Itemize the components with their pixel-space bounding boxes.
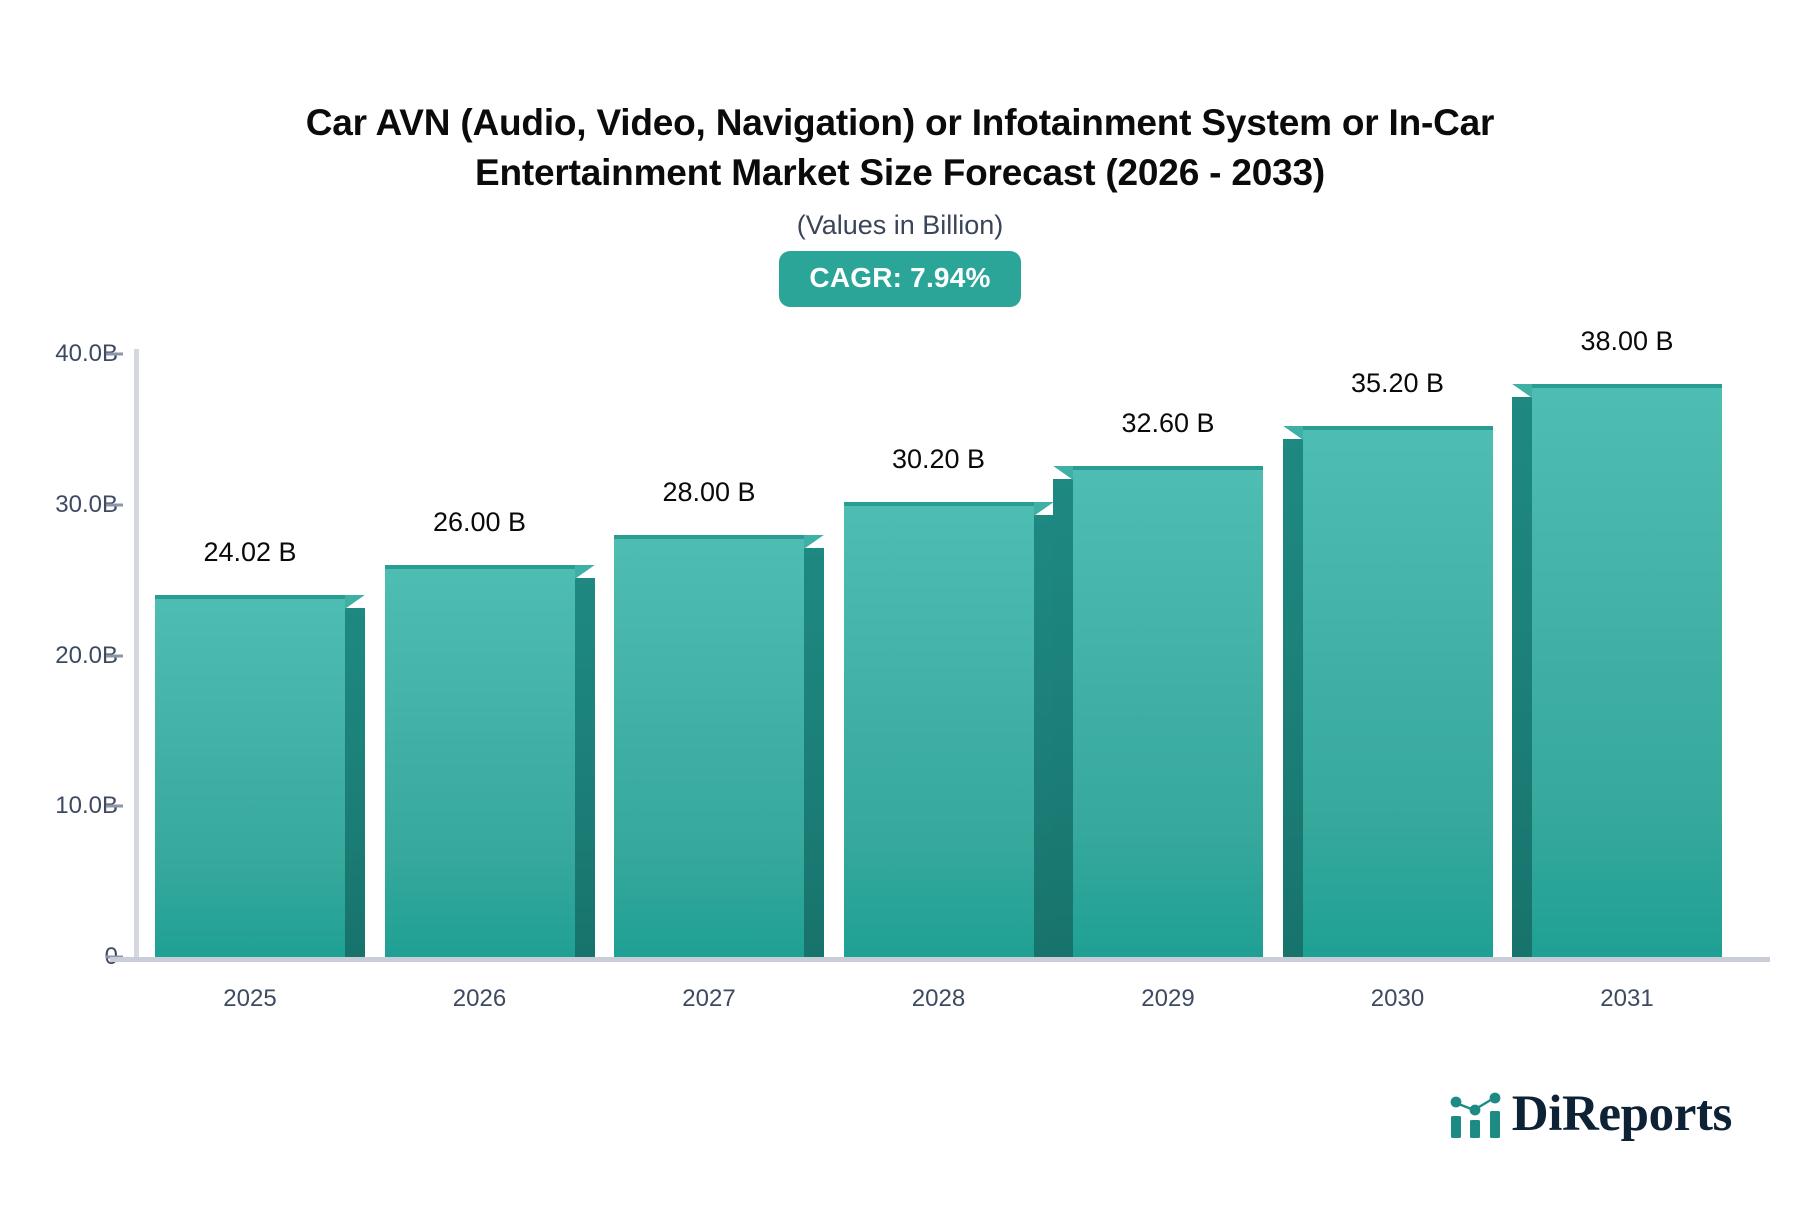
- bar-2026[interactable]: [384, 565, 595, 957]
- bar-side-shading: [804, 547, 824, 957]
- y-axis-line: [134, 349, 139, 962]
- bar-group: 30.20 B: [843, 432, 1054, 957]
- x-axis-tick-2031: 2031: [1600, 985, 1654, 1012]
- y-axis-tick-label: 10.0B: [55, 792, 118, 820]
- bar-group: 32.60 B: [1053, 396, 1263, 957]
- bar-2025[interactable]: [155, 594, 365, 957]
- bar-value-label: 28.00 B: [662, 476, 756, 507]
- bar-top-bevel: [574, 565, 595, 580]
- cagr-badge-wrap: CAGR: 7.94%: [0, 250, 1800, 307]
- bar-value-label: 32.60 B: [1121, 407, 1215, 438]
- y-axis-tick-mark: [106, 503, 123, 507]
- bar-top-bevel: [1282, 426, 1303, 441]
- y-axis-tick-mark: [106, 352, 123, 356]
- x-axis-tick-2028: 2028: [911, 985, 966, 1012]
- bar-side-shading: [1512, 397, 1532, 957]
- bar-top-bevel: [1053, 465, 1073, 480]
- bar-top-edge: [1532, 384, 1722, 389]
- bar-group: 26.00 B: [384, 495, 595, 957]
- x-axis-tick-2025: 2025: [223, 985, 277, 1012]
- bar-side-shading: [345, 607, 365, 957]
- chart-title: Car AVN (Audio, Video, Navigation) or In…: [305, 102, 1495, 193]
- chart-subtitle: (Values in Billion): [796, 210, 1004, 241]
- y-axis-tick-mark: [106, 654, 123, 657]
- bar-chart-logo-icon: [1450, 1092, 1501, 1138]
- x-axis-tick-2030: 2030: [1370, 985, 1425, 1012]
- bar-top-bevel: [1512, 384, 1532, 399]
- bar-top-edge: [1302, 426, 1493, 431]
- x-axis-tick-2027: 2027: [682, 985, 736, 1012]
- x-axis-tick-2026: 2026: [452, 985, 507, 1012]
- cagr-badge: CAGR: 7.94%: [779, 250, 1021, 307]
- bar-top-bevel: [804, 534, 824, 549]
- bar-side-shading: [574, 578, 595, 957]
- bar-top-edge: [384, 565, 575, 570]
- bar-value-label: 24.02 B: [203, 536, 297, 567]
- x-axis-tick-2029: 2029: [1141, 985, 1195, 1012]
- bar-2030[interactable]: [1282, 426, 1493, 957]
- bar-top-edge: [1073, 465, 1263, 470]
- logo-text: DiReports: [1511, 1086, 1733, 1142]
- bar-side-shading: [1033, 514, 1054, 957]
- bar-group: 35.20 B: [1282, 356, 1493, 957]
- bar-top-edge: [843, 501, 1034, 506]
- y-axis-tick-label: 40.0B: [55, 340, 118, 367]
- brand-logo: DiReports: [1449, 1089, 1732, 1140]
- bar-top-bevel: [345, 594, 365, 609]
- bar-value-label: 30.20 B: [891, 443, 986, 474]
- bar-value-label: 35.20 B: [1350, 368, 1445, 399]
- y-axis-tick-label: 30.0B: [55, 490, 118, 518]
- bar-group: 24.02 B: [155, 525, 365, 957]
- bar-top-bevel: [1033, 501, 1054, 516]
- bar-2029[interactable]: [1053, 465, 1263, 957]
- bar-group: 28.00 B: [614, 465, 824, 957]
- bar-2031[interactable]: [1512, 384, 1722, 957]
- y-axis-tick-label: 0: [0, 943, 118, 971]
- bar-side-shading: [1053, 478, 1073, 957]
- y-axis-tick-label: 20.0B: [55, 641, 118, 669]
- bar-group: 38.00 B: [1512, 314, 1722, 957]
- chart-header: Car AVN (Audio, Video, Navigation) or In…: [0, 98, 1800, 307]
- bar-top-edge: [614, 534, 804, 539]
- bar-value-label: 38.00 B: [1580, 326, 1674, 357]
- x-axis-line: [110, 957, 1770, 962]
- bar-value-label: 26.00 B: [432, 507, 527, 538]
- y-axis-tick-mark: [106, 804, 123, 808]
- bar-2028[interactable]: [843, 501, 1054, 957]
- bar-side-shading: [1282, 439, 1303, 957]
- bar-top-edge: [155, 594, 345, 599]
- bar-2027[interactable]: [614, 534, 824, 957]
